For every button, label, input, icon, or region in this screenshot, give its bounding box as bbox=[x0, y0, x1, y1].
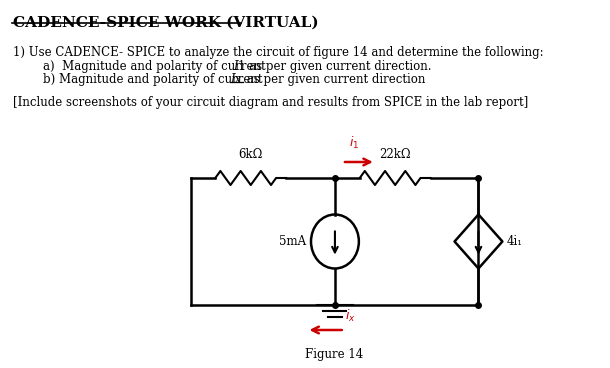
Text: $i_1$: $i_1$ bbox=[349, 135, 359, 151]
Text: 1) Use CADENCE- SPICE to analyze the circuit of figure 14 and determine the foll: 1) Use CADENCE- SPICE to analyze the cir… bbox=[13, 46, 544, 59]
Text: [Include screenshots of your circuit diagram and results from SPICE in the lab r: [Include screenshots of your circuit dia… bbox=[13, 96, 528, 109]
Text: $i_x$: $i_x$ bbox=[345, 308, 356, 324]
Text: 4i₁: 4i₁ bbox=[507, 235, 523, 248]
Text: 22kΩ: 22kΩ bbox=[379, 148, 411, 161]
Text: Figure 14: Figure 14 bbox=[306, 348, 364, 361]
Text: a)  Magnitude and polarity of current: a) Magnitude and polarity of current bbox=[13, 60, 270, 73]
Text: 5mA: 5mA bbox=[279, 235, 307, 248]
Text: 1 as per given current direction.: 1 as per given current direction. bbox=[239, 60, 432, 73]
Text: as per given current direction: as per given current direction bbox=[243, 73, 425, 86]
Text: 6kΩ: 6kΩ bbox=[239, 148, 263, 161]
Text: Ix: Ix bbox=[231, 73, 242, 86]
Text: b) Magnitude and polarity of current: b) Magnitude and polarity of current bbox=[13, 73, 267, 86]
Text: I: I bbox=[233, 60, 238, 73]
Text: CADENCE-SPICE WORK (VIRTUAL): CADENCE-SPICE WORK (VIRTUAL) bbox=[13, 16, 319, 30]
